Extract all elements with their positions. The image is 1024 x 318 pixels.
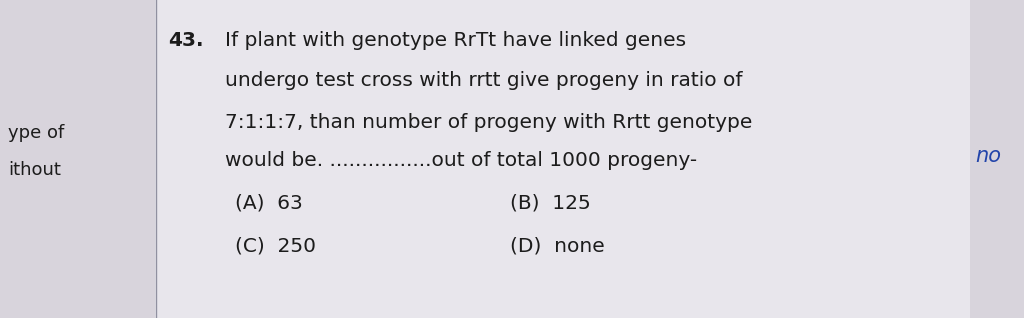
- Text: no: no: [975, 146, 1001, 166]
- Text: 7:1:1:7, than number of progeny with Rrtt genotype: 7:1:1:7, than number of progeny with Rrt…: [225, 113, 753, 132]
- Text: If plant with genotype RrTt have linked genes: If plant with genotype RrTt have linked …: [225, 31, 686, 50]
- Text: (B)  125: (B) 125: [510, 193, 591, 212]
- Text: (C)  250: (C) 250: [234, 237, 316, 255]
- Text: undergo test cross with rrtt give progeny in ratio of: undergo test cross with rrtt give progen…: [225, 72, 742, 91]
- Text: would be. ................out of total 1000 progeny-: would be. ................out of total 1…: [225, 150, 697, 169]
- Text: ype of: ype of: [8, 124, 65, 142]
- Text: ithout: ithout: [8, 161, 60, 179]
- Text: 43.: 43.: [168, 31, 204, 50]
- Bar: [970, 0, 1024, 318]
- Bar: [0, 0, 155, 318]
- Text: (D)  none: (D) none: [510, 237, 605, 255]
- Text: (A)  63: (A) 63: [234, 193, 303, 212]
